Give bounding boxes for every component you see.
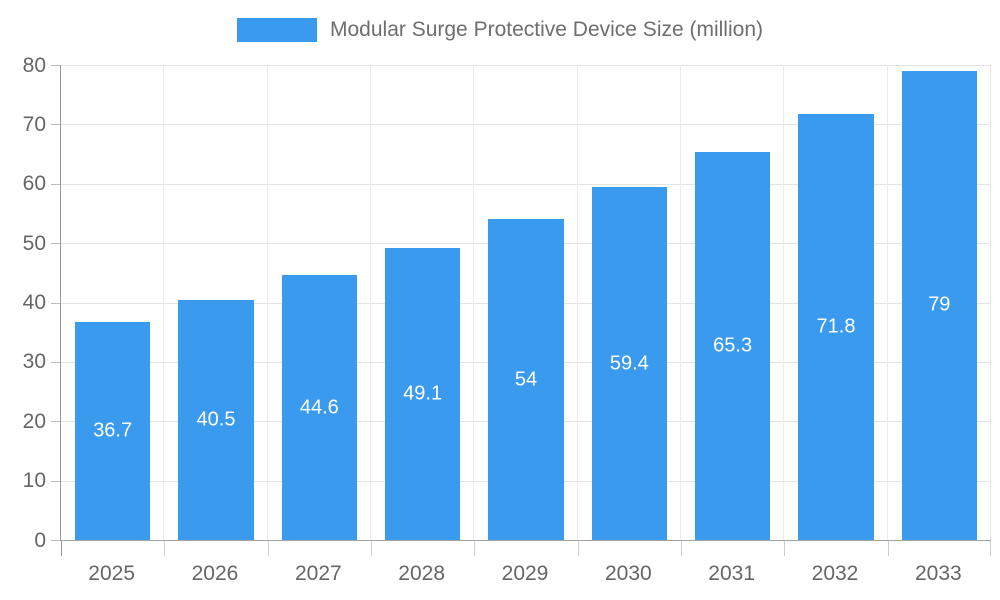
- bar-2032[interactable]: 71.8: [798, 113, 874, 540]
- bar-slot: 40.5: [164, 65, 267, 540]
- x-axis-tick-label: 2033: [914, 562, 962, 585]
- gridline-vertical: [990, 65, 991, 540]
- gridline-horizontal: [61, 183, 991, 185]
- bar-slot: 54: [474, 65, 577, 540]
- bar-value-label: 59.4: [609, 352, 649, 375]
- bar-2028[interactable]: 49.1: [384, 248, 461, 540]
- bar-2031[interactable]: 65.3: [694, 152, 771, 540]
- bar-slot: 44.6: [268, 65, 371, 540]
- y-axis-tick-label: 10: [22, 469, 46, 493]
- y-axis-tick-label: 30: [22, 350, 46, 374]
- gridline-vertical: [266, 65, 268, 540]
- bar-slot: 49.1: [371, 65, 474, 540]
- bar-value-label: 65.3: [713, 334, 753, 357]
- x-axis-tick-label: 2028: [398, 562, 446, 585]
- x-axis-tick-label: 2027: [294, 562, 342, 585]
- x-axis-labels: 2025 2026 2027 2028 2029 2030 2031 2032 2033: [60, 556, 990, 590]
- bar-slot: 65.3: [681, 65, 784, 540]
- x-axis-tick-label: 2029: [501, 562, 549, 585]
- bar-value-label: 40.5: [196, 408, 236, 431]
- bar-value-label: 71.8: [816, 315, 856, 338]
- y-axis-tick: [51, 243, 60, 245]
- x-axis-tick-label: 2025: [88, 562, 136, 585]
- gridline-vertical: [576, 65, 578, 540]
- bar-value-label: 49.1: [403, 382, 443, 405]
- x-axis-tick: [887, 541, 889, 556]
- x-axis-tick: [784, 541, 786, 556]
- y-axis-tick: [51, 480, 60, 482]
- y-axis-tick-label: 20: [22, 409, 46, 433]
- bar-value-label: 54: [514, 368, 538, 391]
- legend-swatch[interactable]: [237, 18, 317, 42]
- bar-value-label: 44.6: [299, 396, 339, 419]
- y-axis-tick: [51, 421, 60, 423]
- x-axis-tick-label: 2026: [191, 562, 239, 585]
- y-axis-tick-label: 50: [22, 231, 46, 255]
- bar-slot: 79: [888, 65, 991, 540]
- x-axis-tick: [680, 541, 682, 556]
- x-axis-tick: [267, 541, 269, 556]
- plot-area: 36.7 40.5 44.6 49.1 54 59.4 65.3 71.8 79: [51, 65, 991, 556]
- x-axis-tick: [474, 541, 476, 556]
- x-axis-tick-label: 2032: [811, 562, 859, 585]
- bar-slot: 59.4: [578, 65, 681, 540]
- y-axis-tick: [51, 124, 60, 126]
- y-axis-tick: [51, 183, 60, 185]
- bar-2027[interactable]: 44.6: [281, 275, 358, 540]
- y-axis-tick: [51, 540, 60, 541]
- y-axis-tick-label: 40: [22, 291, 46, 314]
- y-axis-tick-label: 70: [22, 112, 46, 136]
- legend-label: Modular Surge Protective Device Size (mi…: [330, 18, 763, 41]
- y-axis-tick: [51, 361, 60, 363]
- gridline-vertical: [886, 65, 888, 540]
- y-axis-tick-label: 0: [34, 528, 46, 552]
- bar-2029[interactable]: 54: [488, 219, 564, 540]
- bar-value-label: 79: [928, 293, 951, 316]
- bar-slot: 36.7: [61, 65, 164, 540]
- x-axis-tick: [164, 541, 166, 556]
- gridline-horizontal: [61, 65, 991, 66]
- gridline-vertical: [679, 65, 681, 540]
- gridline-vertical: [369, 65, 371, 540]
- y-axis-tick-label: 60: [22, 172, 46, 196]
- bar-slot: 71.8: [784, 65, 887, 540]
- gridline-vertical: [163, 65, 165, 540]
- bar-2033[interactable]: 79: [901, 70, 978, 540]
- x-axis-tick: [990, 541, 991, 556]
- legend-item[interactable]: Modular Surge Protective Device Size (mi…: [237, 18, 763, 42]
- x-axis-tick-label: 2031: [708, 562, 756, 585]
- y-axis-labels: 0 10 20 30 40 50 60 70 80: [0, 55, 46, 551]
- bar-2026[interactable]: 40.5: [178, 299, 254, 540]
- y-axis-tick: [51, 302, 60, 304]
- y-axis-tick: [51, 65, 60, 66]
- bar-2030[interactable]: 59.4: [591, 187, 668, 540]
- gridline-vertical: [473, 65, 475, 540]
- x-axis-tick: [370, 541, 372, 556]
- x-axis-tick-label: 2030: [604, 562, 652, 585]
- bar-value-label: 36.7: [93, 419, 133, 442]
- bar-2025[interactable]: 36.7: [74, 322, 151, 540]
- gridline-vertical: [783, 65, 785, 540]
- y-axis-tick-label: 80: [22, 53, 46, 77]
- gridline-horizontal: [61, 124, 991, 126]
- x-axis-tick: [61, 541, 62, 556]
- x-axis-tick: [577, 541, 579, 556]
